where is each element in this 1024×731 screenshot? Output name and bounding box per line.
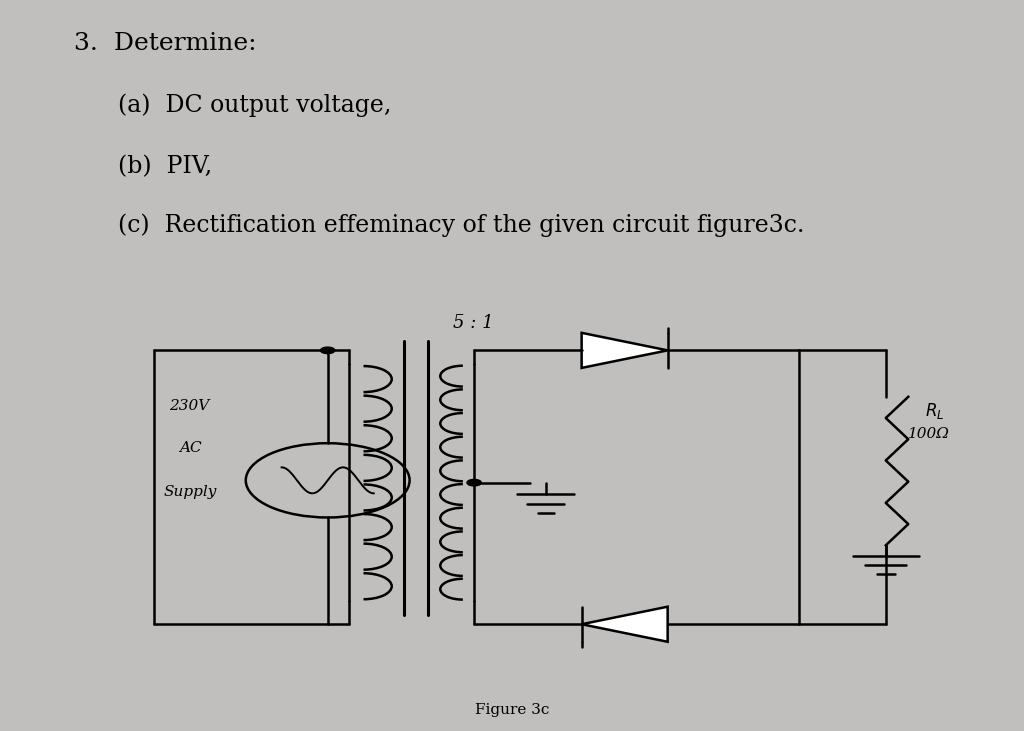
Text: 3.  Determine:: 3. Determine: bbox=[74, 32, 256, 55]
Text: (a)  DC output voltage,: (a) DC output voltage, bbox=[118, 94, 391, 117]
Text: (c)  Rectification effeminacy of the given circuit figure3c.: (c) Rectification effeminacy of the give… bbox=[118, 213, 804, 237]
Text: 5 : 1: 5 : 1 bbox=[453, 314, 494, 332]
Text: AC: AC bbox=[179, 441, 202, 455]
Circle shape bbox=[321, 347, 335, 354]
Circle shape bbox=[467, 480, 481, 486]
Text: $R_L$: $R_L$ bbox=[925, 401, 944, 422]
Text: 230V: 230V bbox=[169, 399, 209, 413]
Text: 100Ω: 100Ω bbox=[908, 427, 950, 441]
Polygon shape bbox=[582, 333, 668, 368]
Text: (b)  PIV,: (b) PIV, bbox=[118, 155, 212, 178]
Text: Supply: Supply bbox=[164, 485, 217, 499]
Text: Figure 3c: Figure 3c bbox=[475, 703, 549, 717]
Polygon shape bbox=[582, 607, 668, 642]
